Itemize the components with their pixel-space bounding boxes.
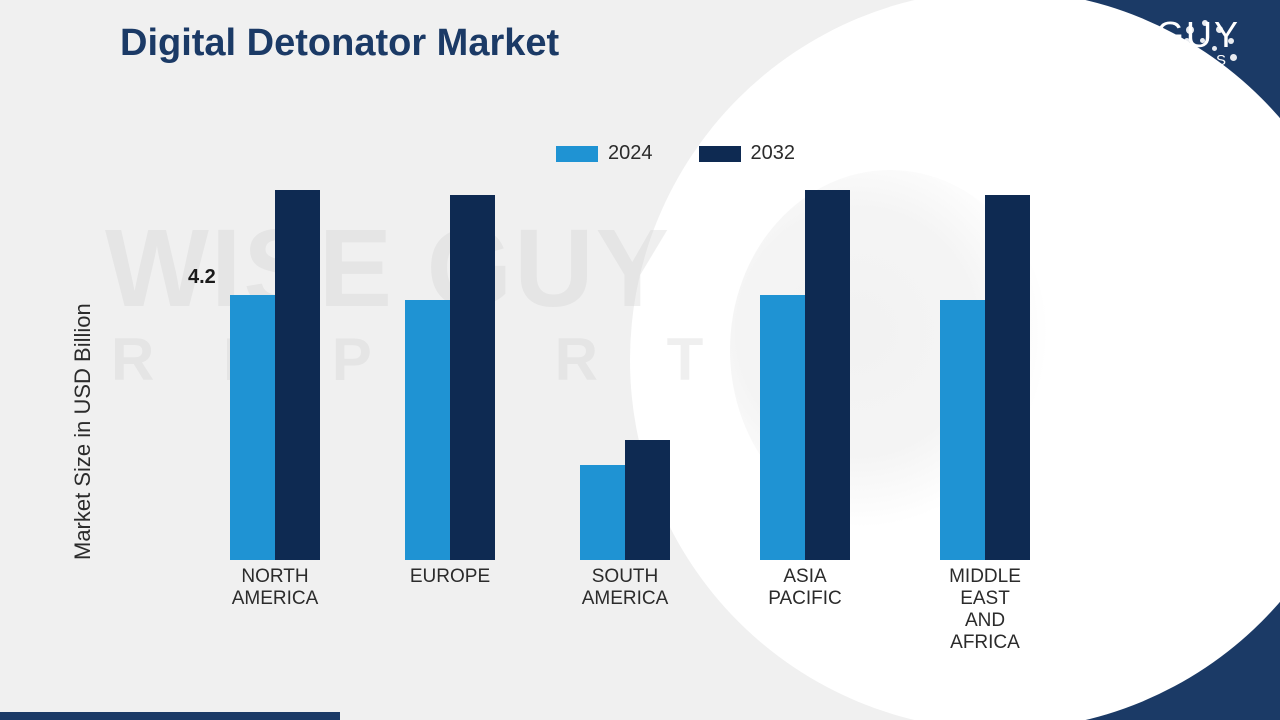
brand-dot [1186, 26, 1194, 34]
brand-dot [1230, 54, 1237, 61]
bar-2032 [985, 195, 1030, 560]
brand-dot [1202, 56, 1207, 61]
bar-2032 [275, 190, 320, 560]
chart-title: Digital Detonator Market [120, 22, 559, 65]
brand-logo: WISE GUYREPORTS [1044, 14, 1240, 69]
legend-label: 2024 [608, 142, 653, 165]
bar-2024 [405, 300, 450, 560]
bar-2032 [450, 195, 495, 560]
brand-dot [1184, 38, 1190, 44]
bar-2024 [230, 295, 275, 560]
x-axis-label: EUROPE [385, 566, 515, 588]
bar-2024 [580, 465, 625, 560]
x-axis-label: SOUTHAMERICA [560, 566, 690, 610]
x-axis-label: NORTHAMERICA [210, 566, 340, 610]
brand-dot [1222, 68, 1228, 74]
legend-item: 2024 [556, 142, 653, 165]
legend-swatch [556, 146, 598, 162]
bar-2024 [940, 300, 985, 560]
legend: 2024 2032 [556, 142, 795, 165]
bottom-accent [0, 712, 340, 720]
brand-dot [1182, 50, 1189, 57]
brand-dot [1190, 66, 1196, 72]
bar-2024 [760, 295, 805, 560]
y-tick-label: 4.2 [188, 266, 216, 289]
brand-dot [1202, 20, 1208, 26]
brand-dot [1212, 46, 1217, 51]
legend-swatch [699, 146, 741, 162]
x-axis-label: ASIAPACIFIC [740, 566, 870, 610]
brand-dot [1228, 38, 1234, 44]
legend-label: 2032 [751, 142, 796, 165]
brand-dot [1206, 74, 1214, 82]
brand-dot [1200, 38, 1205, 43]
legend-item: 2032 [699, 142, 796, 165]
y-axis-label: Market Size in USD Billion [70, 303, 96, 560]
x-axis-label: MIDDLEEASTANDAFRICA [920, 566, 1050, 653]
bar-2032 [625, 440, 670, 560]
brand-dot [1216, 26, 1223, 33]
bar-2032 [805, 190, 850, 560]
plot-area [105, 170, 965, 560]
brand-head-icon [1176, 16, 1246, 86]
